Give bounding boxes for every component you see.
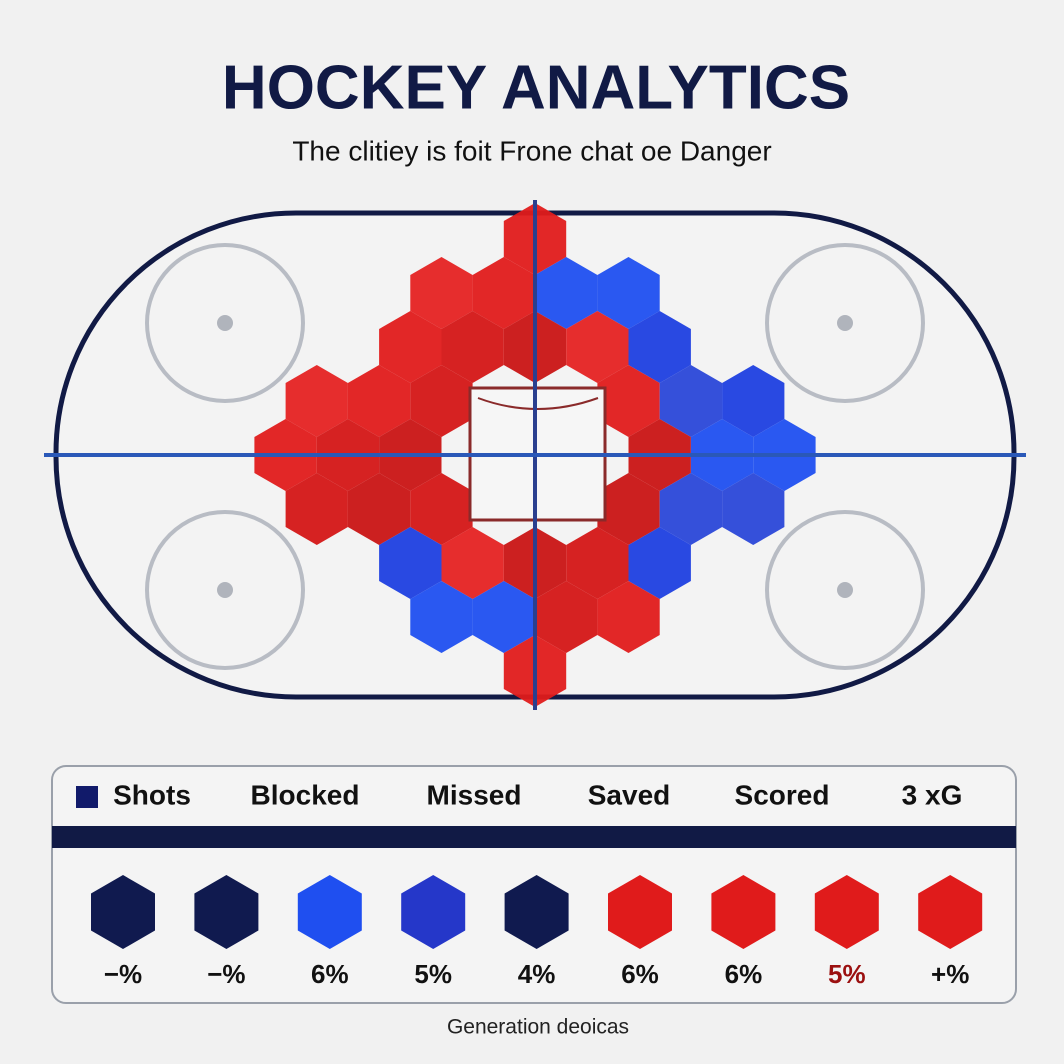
heat-hex <box>472 581 535 653</box>
heat-hex <box>597 581 660 653</box>
legend-bar <box>52 826 1016 848</box>
legend-header: 3 xG <box>902 779 963 810</box>
heat-hex <box>285 365 348 437</box>
heat-hex <box>628 311 691 383</box>
legend-hex <box>711 875 776 949</box>
heat-hex <box>410 365 473 437</box>
heat-hex <box>597 365 660 437</box>
legend-header: Saved <box>588 779 671 810</box>
legend-value: 5% <box>414 959 452 989</box>
faceoff-circles <box>145 243 925 670</box>
heat-hex <box>597 473 660 545</box>
legend-value: 4% <box>518 959 556 989</box>
heat-hex <box>379 527 442 599</box>
heat-hex <box>628 527 691 599</box>
crease-arc <box>477 397 599 410</box>
legend-value: −% <box>207 959 245 989</box>
faceoff-dots <box>217 315 853 598</box>
heat-hex <box>347 365 411 437</box>
heat-hex <box>441 527 504 599</box>
heat-hex <box>285 473 348 545</box>
legend-hex <box>918 875 983 949</box>
legend-value: −% <box>104 959 142 989</box>
legend-value: 5% <box>828 959 866 989</box>
heat-hex <box>379 311 442 383</box>
legend-value: 6% <box>621 959 659 989</box>
legend-hex <box>504 875 569 949</box>
heat-hex <box>410 581 473 653</box>
heat-hex <box>472 257 535 329</box>
heat-hex <box>410 257 473 329</box>
legend-hex <box>401 875 466 949</box>
legend-header: Blocked <box>251 779 360 810</box>
center-zone <box>44 200 1026 710</box>
heat-hex <box>566 527 629 599</box>
legend-value: 6% <box>725 959 763 989</box>
legend: Shots Blocked Missed Saved Scored 3 xG −% −% 6% 5… <box>91 779 983 989</box>
heat-hex <box>722 365 785 437</box>
heat-hex <box>410 473 473 545</box>
legend-value: +% <box>931 959 969 989</box>
heat-hex <box>659 365 723 437</box>
subtitle: The clitiey is foit Frone chat oe Danger <box>292 135 771 166</box>
heat-hex <box>722 473 785 545</box>
legend-hex <box>608 875 672 949</box>
heat-hex <box>535 257 598 329</box>
legend-hex <box>814 875 879 949</box>
legend-hex <box>194 875 259 949</box>
heat-hex <box>441 311 504 383</box>
heat-hex <box>566 311 629 383</box>
title: HOCKEY ANALYTICS <box>222 53 850 122</box>
heat-hex <box>597 257 660 329</box>
legend-hex <box>91 875 155 949</box>
legend-header: Missed <box>427 779 522 810</box>
heat-hex <box>347 473 411 545</box>
footer: Generation deoicas <box>447 1016 629 1039</box>
legend-header: Shots <box>113 779 191 810</box>
heat-hex <box>535 581 598 653</box>
legend-value: 6% <box>311 959 349 989</box>
legend-hex <box>297 875 362 949</box>
heat-hex <box>659 473 723 545</box>
legend-header: Scored <box>735 779 830 810</box>
legend-swatch <box>76 786 98 808</box>
